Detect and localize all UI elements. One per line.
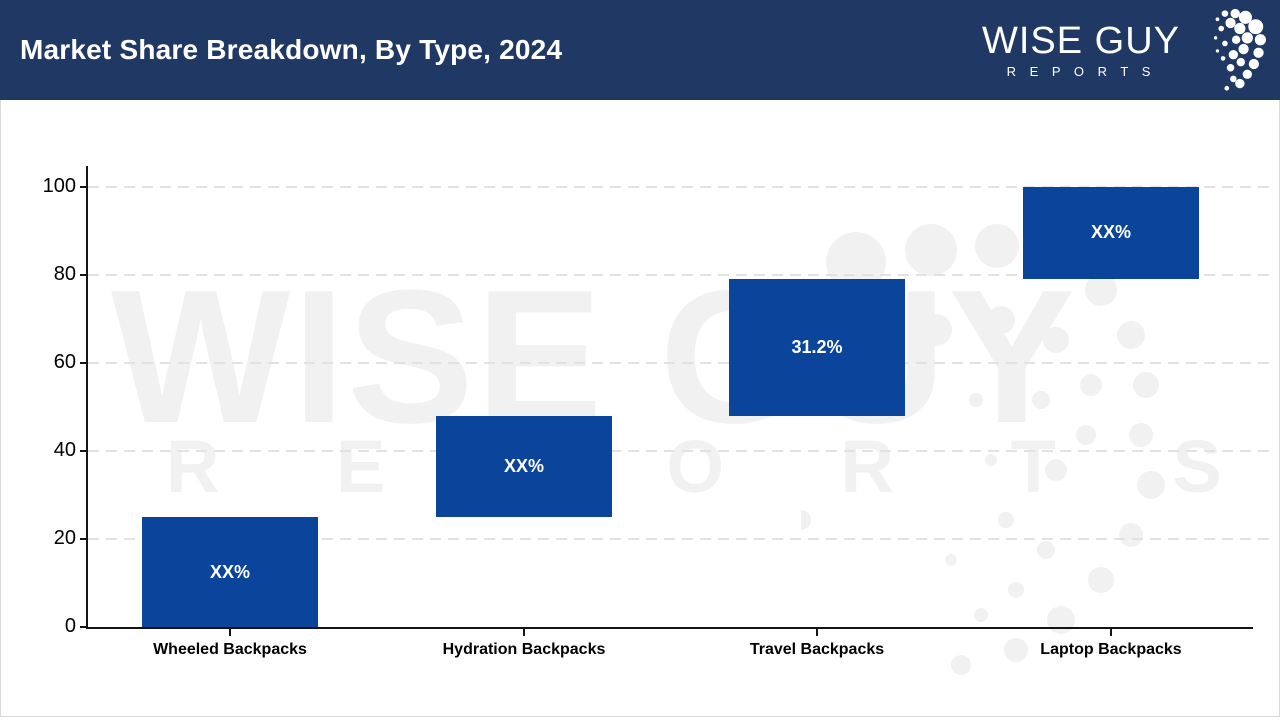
gridline-40: [88, 450, 1276, 452]
y-tick-mark-80: [80, 274, 88, 276]
y-tick-mark-0: [80, 626, 88, 628]
logo-wordmark: WISE GUY: [981, 19, 1180, 62]
bar-value-label: XX%: [1090, 222, 1132, 243]
x-tick-mark-3: [1110, 629, 1112, 636]
y-axis-tick-label: 40: [53, 439, 76, 461]
y-tick-mark-100: [80, 186, 88, 188]
y-tick-mark-60: [80, 362, 88, 364]
bar-value-label: XX%: [209, 561, 251, 582]
wiseguy-logo-text: WISE GUY R E P O R T S: [982, 22, 1180, 79]
y-axis-line: [86, 166, 88, 629]
page-title: Market Share Breakdown, By Type, 2024: [20, 34, 563, 65]
bar-value-label: 31.2%: [791, 336, 843, 357]
logo-subtitle: R E P O R T S: [1006, 63, 1156, 79]
y-axis-tick-label: 60: [53, 351, 76, 373]
header-band: Market Share Breakdown, By Type, 2024 WI…: [0, 0, 1280, 100]
gridline-80: [88, 274, 1276, 276]
x-axis-category-label: Travel Backpacks: [749, 641, 885, 658]
x-tick-mark-1: [523, 629, 525, 636]
x-axis-category-label: Laptop Backpacks: [1040, 641, 1182, 658]
bar-hydration-backpacks: XX%: [436, 415, 612, 517]
gridline-60: [88, 362, 1276, 364]
x-axis-category-label: Hydration Backpacks: [442, 641, 606, 658]
y-axis-tick-label: 0: [64, 615, 76, 637]
bar-laptop-backpacks: XX%: [1023, 187, 1199, 279]
x-tick-mark-2: [816, 629, 818, 636]
wiseguy-logo: WISE GUY R E P O R T S: [982, 4, 1266, 96]
x-axis-category-label: Wheeled Backpacks: [153, 641, 307, 658]
x-axis-line: [86, 627, 1253, 629]
y-axis-tick-label: 80: [53, 263, 76, 285]
gridline-20: [88, 538, 1276, 540]
bar-wheeled-backpacks: XX%: [142, 517, 318, 627]
x-tick-mark-0: [229, 629, 231, 636]
bar-value-label: XX%: [503, 455, 545, 476]
bar-travel-backpacks: 31.2%: [729, 278, 905, 416]
y-tick-mark-20: [80, 538, 88, 540]
y-axis-tick-label: 100: [42, 175, 76, 197]
y-tick-mark-40: [80, 450, 88, 452]
y-axis-tick-label: 20: [53, 527, 76, 549]
gridline-100: [88, 186, 1276, 188]
wiseguy-head-icon: [1213, 8, 1266, 91]
